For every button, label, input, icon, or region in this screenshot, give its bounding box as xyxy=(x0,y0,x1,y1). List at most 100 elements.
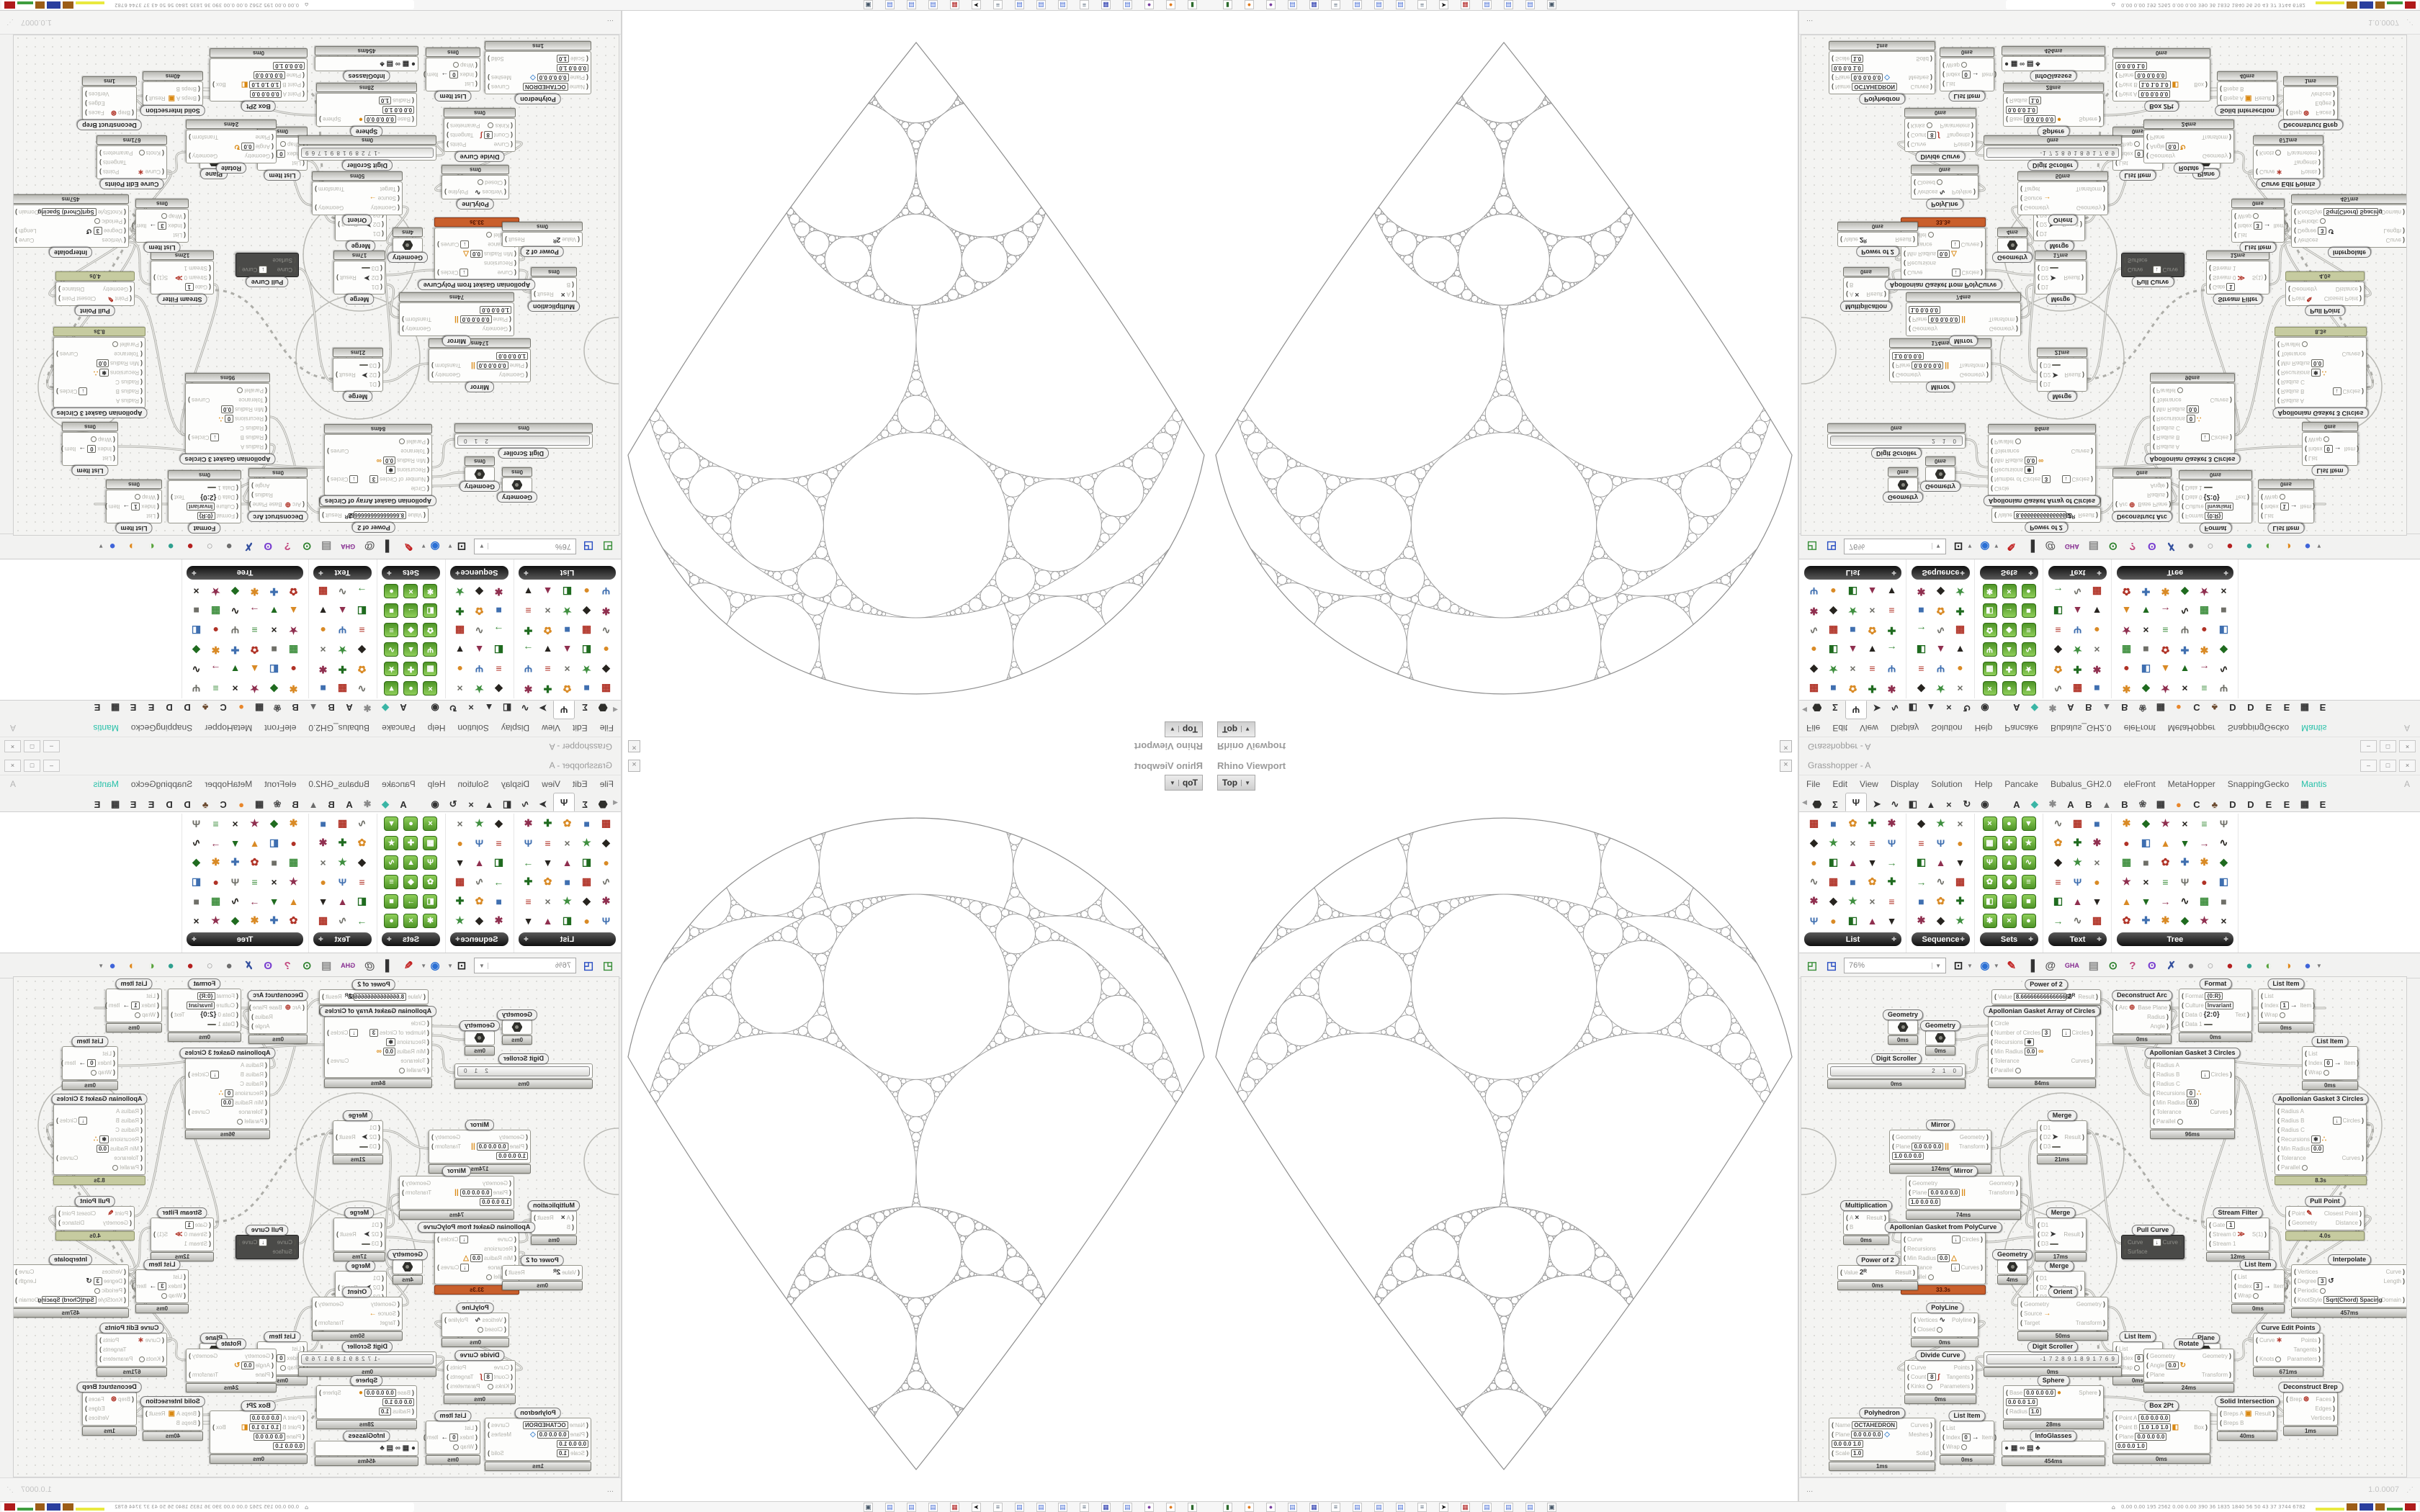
value-chip[interactable]: 0 xyxy=(449,71,459,78)
palette-icon[interactable]: ★ xyxy=(211,586,220,598)
tab-plugin-13[interactable]: D xyxy=(166,702,173,714)
tab-intersect[interactable]: × xyxy=(1946,702,1952,714)
tab-plugin-8[interactable]: ▦ xyxy=(2156,798,2166,809)
node-name-capsule[interactable]: Geometry xyxy=(1991,252,2033,263)
node-body[interactable]: (Point A 0.0 0.0 0.0(Point B 1.0 1.0 1.0 ◧ B… xyxy=(210,1410,308,1454)
palette-icon[interactable]: ● xyxy=(2201,876,2208,888)
value-chip[interactable]: 0 xyxy=(224,1089,233,1097)
value-chip[interactable]: 3 xyxy=(2318,1277,2327,1285)
palette-icon[interactable]: Ψ xyxy=(1980,852,1999,872)
palette-icon[interactable]: ★ xyxy=(1829,837,1838,848)
palette-icon[interactable]: ▦ xyxy=(1828,876,1839,887)
minimize-button[interactable]: – xyxy=(2360,740,2377,753)
node-name-capsule[interactable]: Merge xyxy=(2044,240,2074,251)
monitor-icon[interactable]: ▣ xyxy=(864,0,873,10)
tab-plugin-8[interactable]: ▦ xyxy=(254,798,264,809)
palette-icon[interactable]: × xyxy=(1999,582,2019,601)
palette-icon[interactable]: ▲ xyxy=(337,895,348,907)
node-body[interactable]: (Circle(Number of Circles 3 ↓ Circles)(Recu… xyxy=(324,434,432,496)
value-chip[interactable]: 0.0 0.0 1.0 xyxy=(557,64,588,72)
palette-icon[interactable]: ∿ xyxy=(2219,664,2228,675)
palette-icon[interactable]: ▦ xyxy=(2199,895,2210,906)
palette-icon[interactable]: ▼ xyxy=(1955,856,1966,868)
palette-icon[interactable]: ✿ xyxy=(2161,644,2170,656)
node-name-capsule[interactable]: Pull Point xyxy=(75,305,115,316)
palette-icon[interactable]: × xyxy=(401,582,421,601)
palette-icon[interactable]: ■ xyxy=(382,891,401,911)
palette-icon[interactable]: ✿ xyxy=(563,817,572,829)
node-body[interactable]: (Brep ⊛ Faces) Edges) Vertices) xyxy=(82,1392,137,1426)
palette-icon[interactable]: × xyxy=(2220,585,2227,598)
tab-plugin-7[interactable]: ❀ xyxy=(2138,798,2147,809)
node-name-capsule[interactable]: Sphere xyxy=(2037,1375,2070,1386)
palette-icon[interactable]: ≡ xyxy=(2162,624,2169,636)
palette-icon[interactable]: ∿ xyxy=(230,606,240,617)
tab-plugin-2[interactable]: ✱ xyxy=(2048,703,2057,714)
palette-group-label[interactable]: List ✚ xyxy=(519,566,616,580)
palette-icon[interactable]: ▼ xyxy=(269,605,279,617)
notepad-icon[interactable]: ▤ xyxy=(885,0,895,10)
tab-transform[interactable]: ↻ xyxy=(449,703,457,714)
node-body[interactable]: (Base 0.0 0.0 0.0 ● Sphere) 0.0 0.0 1.0(Radi… xyxy=(316,93,417,127)
sketch-button[interactable]: ✎ xyxy=(403,540,413,552)
palette-icon[interactable]: ★ xyxy=(2073,856,2082,868)
resize-grip[interactable]: ⋰ xyxy=(6,18,14,27)
tab-plugin-6[interactable]: B xyxy=(2121,702,2128,714)
tab-plugin-0[interactable]: A xyxy=(2013,702,2020,714)
value-chip[interactable]: 0.0 xyxy=(96,359,109,367)
save-button[interactable]: ◳ xyxy=(1826,960,1837,972)
notepad-icon[interactable]: ▤ xyxy=(1123,1502,1132,1512)
palette-icon[interactable]: ✚ xyxy=(230,644,240,656)
node-name-capsule[interactable]: Interpolate xyxy=(2327,1254,2372,1265)
palette-icon[interactable]: ✱ xyxy=(1980,911,1999,930)
palette-icon[interactable]: ★ xyxy=(250,817,259,829)
palette-icon[interactable]: → xyxy=(1886,856,1897,868)
value-chip[interactable] xyxy=(2203,1023,2213,1025)
value-chip[interactable] xyxy=(361,1243,370,1245)
balloon-blue-caret[interactable]: ▼ xyxy=(2316,962,2322,969)
node-body[interactable]: 2 1 0 xyxy=(454,433,593,449)
tab-plugin-9[interactable]: ● xyxy=(2175,798,2182,810)
palette-icon[interactable]: × xyxy=(1999,911,2019,930)
palette-icon[interactable]: Ψ xyxy=(1809,914,1819,927)
node-body[interactable]: (Name OCTAHEDRON Curves)(Plane 0.0 0.0 0.0 ◇… xyxy=(485,51,591,94)
value-chip[interactable]: 1.0 0.0 0.0 xyxy=(496,1152,528,1160)
palette-icon[interactable]: ✿ xyxy=(2161,856,2170,868)
node-name-capsule[interactable]: Merge xyxy=(2045,294,2076,305)
node-name-capsule[interactable]: Merge xyxy=(2047,391,2077,402)
palette-icon[interactable]: × xyxy=(457,683,463,695)
tab-plugin-16[interactable]: ▦ xyxy=(110,703,120,714)
tab-curve[interactable]: ∿ xyxy=(521,798,529,809)
palette-icon[interactable]: ≡ xyxy=(1888,605,1895,617)
menu-view[interactable]: View xyxy=(542,723,560,733)
menu-elefront[interactable]: eleFront xyxy=(264,723,297,733)
tab-params[interactable] xyxy=(595,701,611,715)
palette-icon[interactable]: ✱ xyxy=(250,586,259,598)
tab-transform[interactable]: ↻ xyxy=(1963,703,1971,714)
tab-maths[interactable]: Σ xyxy=(582,798,588,810)
palette-icon[interactable]: ✿ xyxy=(2053,664,2063,675)
palette-icon[interactable]: ∿ xyxy=(601,876,611,887)
balloon-outline[interactable]: ○ xyxy=(2207,540,2214,553)
palette-icon[interactable]: ✱ xyxy=(524,683,533,695)
palette-icon[interactable]: ◆ xyxy=(2220,856,2228,868)
monitor-icon[interactable]: ▣ xyxy=(864,1502,873,1512)
palette-icon[interactable]: ✚ xyxy=(2180,856,2190,868)
palette-icon[interactable]: ≡ xyxy=(496,837,502,849)
node-body[interactable]: (Curve Points)(Count 8 ∫ Tangents)(Kinks Para… xyxy=(1904,118,1976,152)
menu-metahopper[interactable]: MetaHopper xyxy=(205,779,253,789)
node-name-capsule[interactable]: Deconstruct Arc xyxy=(2112,990,2172,1001)
palette-group-label[interactable]: List ✚ xyxy=(519,932,616,946)
palette-icon[interactable]: ■ xyxy=(2094,817,2100,829)
palette-group-label[interactable]: Sets ✚ xyxy=(382,566,440,580)
palette-icon[interactable]: ∿ xyxy=(1809,625,1819,636)
balloon-teal[interactable]: ● xyxy=(167,959,174,972)
node-body[interactable]: (Curve ↓ Curve)(Surface xyxy=(2121,253,2184,277)
palette-icon[interactable]: → xyxy=(2053,914,2063,927)
palette-icon[interactable]: ◆ xyxy=(358,856,366,868)
palette-icon[interactable]: ✿ xyxy=(1980,872,1999,891)
palette-icon[interactable]: ✱ xyxy=(318,837,328,848)
node-name-capsule[interactable]: Merge xyxy=(343,1110,373,1121)
